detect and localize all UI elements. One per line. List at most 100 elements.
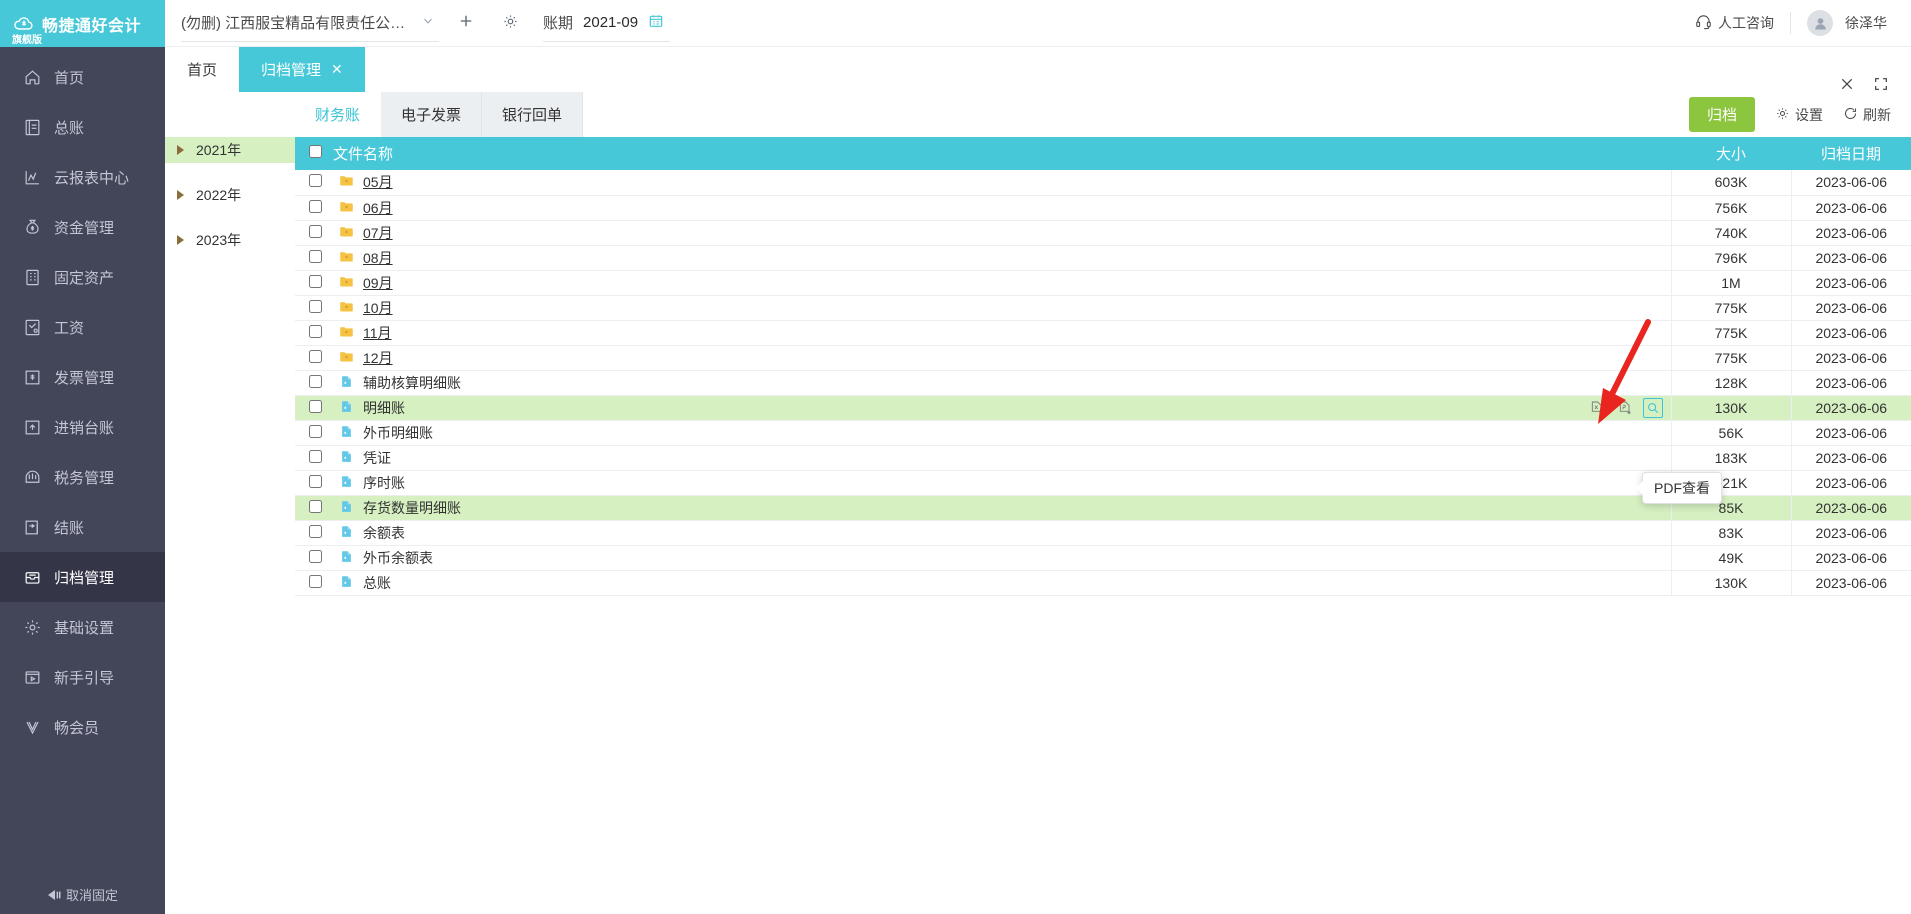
- user-menu[interactable]: 徐泽华: [1807, 10, 1887, 36]
- refresh-button[interactable]: 刷新: [1843, 105, 1891, 125]
- row-checkbox[interactable]: [309, 249, 322, 263]
- row-checkbox[interactable]: [309, 349, 322, 363]
- close-icon[interactable]: [1839, 76, 1855, 92]
- company-selector[interactable]: (勿删) 江西服宝精品有限责任公司 (...: [181, 4, 439, 42]
- sidebar-collapse-button[interactable]: 取消固定: [0, 875, 165, 914]
- sidebar-item-general-ledger[interactable]: 总账: [0, 102, 165, 152]
- support-button[interactable]: 人工咨询: [1695, 13, 1774, 33]
- table-row[interactable]: 外币余额表 49K 2023-06-06: [295, 545, 1911, 570]
- row-checkbox[interactable]: [309, 274, 322, 288]
- sidebar-item-cloud-reports[interactable]: 云报表中心: [0, 152, 165, 202]
- file-name[interactable]: 08月: [363, 249, 393, 266]
- excel-download-icon[interactable]: [1587, 398, 1607, 418]
- table-row[interactable]: 余额表 83K 2023-06-06: [295, 520, 1911, 545]
- row-checkbox[interactable]: [309, 399, 322, 413]
- file-name-cell: 08月: [333, 248, 1671, 268]
- tab-financial-books[interactable]: 财务账: [295, 92, 382, 137]
- file-name[interactable]: 06月: [363, 199, 393, 216]
- archive-date: 2023-06-06: [1815, 249, 1888, 266]
- sidebar-item-period-close[interactable]: 结账: [0, 502, 165, 552]
- tab-bank-receipt[interactable]: 银行回单: [482, 92, 584, 137]
- row-size-cell: 130K: [1670, 395, 1792, 420]
- folder-icon: [339, 274, 354, 292]
- table-row[interactable]: 09月 1M 2023-06-06: [295, 270, 1911, 295]
- chart-icon: [22, 167, 42, 187]
- row-checkbox[interactable]: [309, 574, 322, 588]
- sidebar-item-beginner-guide[interactable]: 新手引导: [0, 652, 165, 702]
- table-row[interactable]: 凭证 183K 2023-06-06: [295, 445, 1911, 470]
- sidebar-item-sales-ledger[interactable]: 进销台账: [0, 402, 165, 452]
- pdf-view-icon[interactable]: [1642, 397, 1663, 418]
- sidebar-item-archive-management[interactable]: 归档管理: [0, 552, 165, 602]
- year-tree-panel: 2021年 2022年 2023年: [165, 92, 295, 914]
- accounting-period[interactable]: 账期 2021-09: [543, 4, 671, 42]
- table-row[interactable]: 08月 796K 2023-06-06: [295, 245, 1911, 270]
- row-checkbox[interactable]: [309, 549, 322, 563]
- file-name[interactable]: 12月: [363, 349, 393, 366]
- pdf-download-icon[interactable]: [1615, 398, 1635, 418]
- table-row[interactable]: 10月 775K 2023-06-06: [295, 295, 1911, 320]
- tree-node-2023[interactable]: 2023年: [165, 227, 295, 253]
- table-row[interactable]: 07月 740K 2023-06-06: [295, 220, 1911, 245]
- table-row[interactable]: 11月 775K 2023-06-06: [295, 320, 1911, 345]
- close-icon[interactable]: ✕: [331, 61, 343, 77]
- calendar-icon[interactable]: [648, 13, 664, 33]
- file-name[interactable]: 05月: [363, 174, 393, 191]
- table-row[interactable]: 总账 130K 2023-06-06: [295, 570, 1911, 595]
- file-name[interactable]: 07月: [363, 224, 393, 241]
- table-row[interactable]: 06月 756K 2023-06-06: [295, 195, 1911, 220]
- column-header-name[interactable]: 文件名称: [333, 137, 1671, 170]
- row-checkbox[interactable]: [309, 524, 322, 538]
- file-name[interactable]: 09月: [363, 274, 393, 291]
- tab-e-invoice[interactable]: 电子发票: [381, 92, 483, 137]
- file-name[interactable]: 10月: [363, 299, 393, 316]
- fullscreen-icon[interactable]: [1873, 76, 1889, 92]
- table-row[interactable]: 明细账 130K 2023-06-06: [295, 395, 1911, 420]
- table-row[interactable]: 外币明细账 56K 2023-06-06: [295, 420, 1911, 445]
- toolbar-actions: 归档 设置 刷新: [1688, 92, 1911, 137]
- table-row[interactable]: 辅助核算明细账 128K 2023-06-06: [295, 370, 1911, 395]
- add-account-set-button[interactable]: [449, 6, 483, 40]
- sub-tab-label: 财务账: [315, 107, 361, 124]
- file-name-cell: 07月: [333, 223, 1671, 243]
- row-checkbox[interactable]: [309, 424, 322, 438]
- caret-right-icon[interactable]: [177, 235, 184, 245]
- account-settings-button[interactable]: [493, 6, 527, 40]
- archive-button[interactable]: 归档: [1688, 97, 1755, 132]
- file-name[interactable]: 11月: [363, 324, 392, 341]
- sidebar-item-tax-management[interactable]: 税务管理: [0, 452, 165, 502]
- row-checkbox[interactable]: [309, 224, 322, 238]
- sidebar-item-payroll[interactable]: 工资: [0, 302, 165, 352]
- row-checkbox[interactable]: [309, 199, 322, 213]
- row-checkbox[interactable]: [309, 299, 322, 313]
- document-icon: [339, 524, 354, 542]
- tab-archive-management[interactable]: 归档管理 ✕: [239, 47, 365, 92]
- tab-home[interactable]: 首页: [165, 47, 239, 92]
- sidebar-item-invoice-management[interactable]: 发票管理: [0, 352, 165, 402]
- row-checkbox[interactable]: [309, 174, 322, 188]
- sidebar-item-home[interactable]: 首页: [0, 52, 165, 102]
- caret-right-icon[interactable]: [177, 145, 184, 155]
- row-name-cell: 总账: [333, 570, 1671, 595]
- row-checkbox[interactable]: [309, 474, 322, 488]
- sidebar-item-fixed-assets[interactable]: 工资 固定资产: [0, 252, 165, 302]
- table-row[interactable]: 12月 775K 2023-06-06: [295, 345, 1911, 370]
- sidebar-item-basic-settings[interactable]: 基础设置: [0, 602, 165, 652]
- row-checkbox[interactable]: [309, 324, 322, 338]
- sidebar-item-vip-member[interactable]: 畅会员: [0, 702, 165, 752]
- tree-node-2022[interactable]: 2022年: [165, 182, 295, 208]
- row-size-cell: 83K: [1670, 520, 1792, 545]
- select-all-checkbox[interactable]: [309, 145, 322, 158]
- caret-right-icon[interactable]: [177, 190, 184, 200]
- table-row[interactable]: 存货数量明细账 85K 2023-06-06: [295, 495, 1911, 520]
- row-checkbox[interactable]: [309, 374, 322, 388]
- row-checkbox[interactable]: [309, 449, 322, 463]
- column-header-size[interactable]: 大小: [1671, 137, 1791, 170]
- table-row[interactable]: 05月 603K 2023-06-06: [295, 170, 1911, 195]
- tree-node-2021[interactable]: 2021年: [165, 137, 295, 163]
- row-checkbox[interactable]: [309, 499, 322, 513]
- settings-button[interactable]: 设置: [1775, 105, 1823, 125]
- column-header-date[interactable]: 归档日期: [1791, 137, 1911, 170]
- file-size: 796K: [1714, 249, 1748, 266]
- sidebar-item-fund-management[interactable]: 资金管理: [0, 202, 165, 252]
